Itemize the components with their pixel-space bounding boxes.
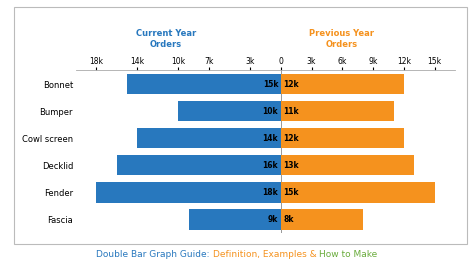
Text: 10k: 10k xyxy=(263,107,278,116)
Text: 14k: 14k xyxy=(263,134,278,143)
Text: 12k: 12k xyxy=(283,134,299,143)
Bar xyxy=(117,155,281,176)
Text: 11k: 11k xyxy=(283,107,299,116)
Bar xyxy=(281,128,404,149)
Text: 18k: 18k xyxy=(263,188,278,197)
Bar xyxy=(281,101,393,121)
Text: 15k: 15k xyxy=(283,188,299,197)
Bar xyxy=(281,182,435,203)
Text: 15k: 15k xyxy=(263,79,278,89)
Bar xyxy=(281,155,414,176)
Bar xyxy=(178,101,281,121)
Text: Double Bar Graph Guide:: Double Bar Graph Guide: xyxy=(96,250,213,259)
Text: Current Year
Orders: Current Year Orders xyxy=(136,29,196,49)
Bar xyxy=(96,182,281,203)
Text: How to Make: How to Make xyxy=(319,250,378,259)
Text: 12k: 12k xyxy=(283,79,299,89)
Bar xyxy=(127,74,281,94)
Text: 8k: 8k xyxy=(283,215,294,224)
Text: 16k: 16k xyxy=(263,161,278,170)
Bar xyxy=(281,74,404,94)
Bar xyxy=(137,128,281,149)
Text: 13k: 13k xyxy=(283,161,299,170)
Bar xyxy=(189,209,281,230)
Text: Definition, Examples &: Definition, Examples & xyxy=(213,250,319,259)
Text: Previous Year
Orders: Previous Year Orders xyxy=(309,29,374,49)
Bar xyxy=(281,209,363,230)
Text: 9k: 9k xyxy=(268,215,278,224)
